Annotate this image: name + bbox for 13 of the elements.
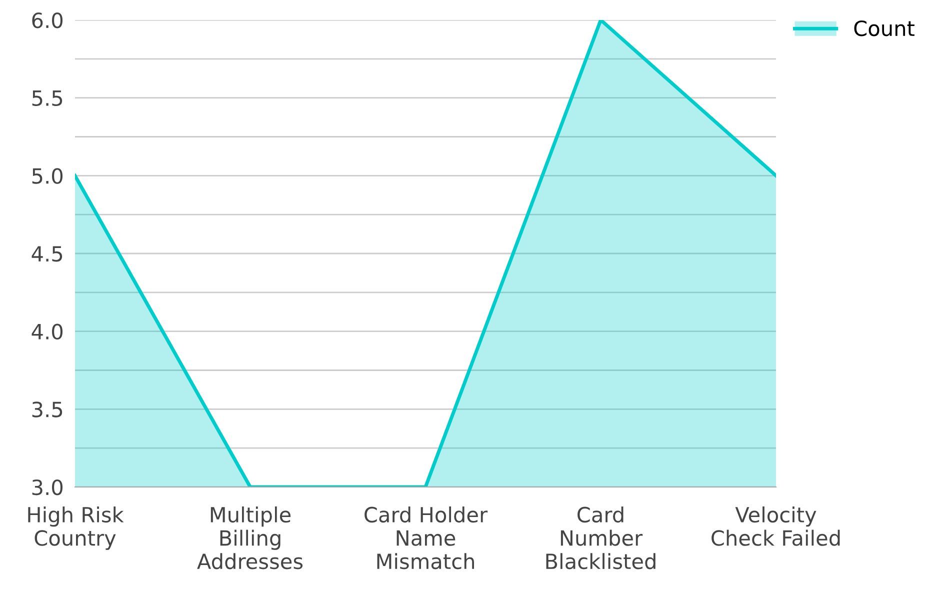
x-tick-label: High Risk Country bbox=[28, 506, 124, 550]
x-tick-label: Card Holder Name Mismatch bbox=[364, 506, 488, 570]
y-tick-label: 3.0 bbox=[32, 479, 63, 496]
y-tick-label: 4.0 bbox=[32, 324, 63, 340]
x-tick-label: Card Number Blacklisted bbox=[546, 506, 656, 570]
y-tick-label: 4.5 bbox=[32, 246, 62, 262]
y-tick-label: 5.5 bbox=[32, 90, 62, 106]
y-tick-label: 5.0 bbox=[32, 168, 63, 184]
x-tick-label: Multiple Billing Addresses bbox=[197, 506, 303, 570]
x-tick-label: Velocity Check Failed bbox=[712, 506, 840, 546]
y-tick-label: 3.5 bbox=[32, 402, 62, 418]
legend-label: Count bbox=[854, 20, 914, 36]
y-tick-label: 6.0 bbox=[32, 12, 63, 28]
